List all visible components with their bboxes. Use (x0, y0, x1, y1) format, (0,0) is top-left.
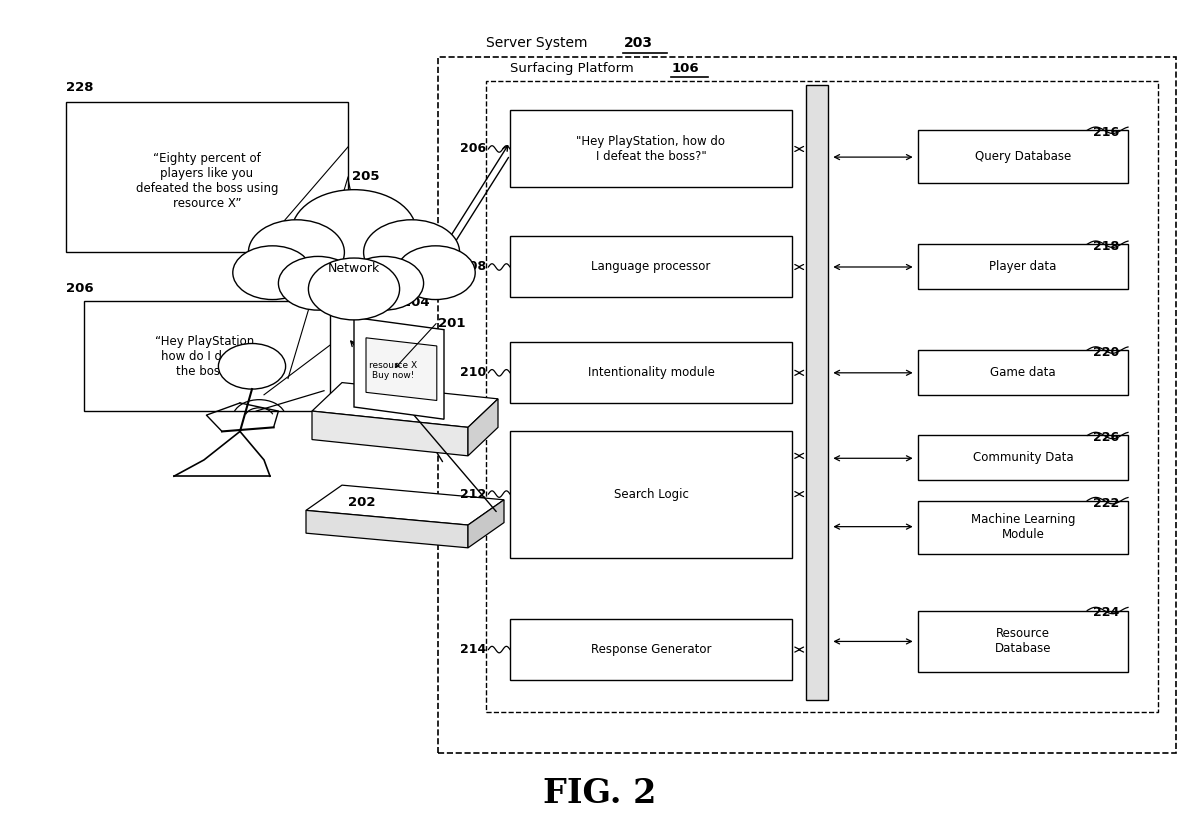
Polygon shape (306, 510, 468, 548)
Circle shape (364, 220, 460, 285)
FancyBboxPatch shape (438, 57, 1176, 753)
Text: 214: 214 (460, 643, 486, 656)
Text: Language processor: Language processor (592, 260, 710, 273)
Text: Machine Learning
Module: Machine Learning Module (971, 513, 1075, 541)
FancyBboxPatch shape (918, 501, 1128, 554)
Text: Community Data: Community Data (973, 452, 1073, 464)
Text: 212: 212 (460, 488, 486, 501)
Text: 226: 226 (1093, 431, 1120, 444)
FancyBboxPatch shape (918, 610, 1128, 672)
Text: 204: 204 (402, 296, 430, 309)
Polygon shape (306, 485, 504, 525)
Circle shape (344, 256, 424, 310)
Circle shape (396, 246, 475, 300)
Circle shape (308, 258, 400, 320)
Text: 206: 206 (66, 282, 94, 295)
Text: Surfacing Platform: Surfacing Platform (510, 62, 634, 75)
FancyBboxPatch shape (918, 244, 1128, 289)
FancyBboxPatch shape (84, 301, 330, 411)
Text: Search Logic: Search Logic (613, 488, 689, 501)
Text: Network: Network (328, 262, 380, 275)
Text: 218: 218 (1093, 240, 1120, 253)
Text: 220: 220 (1093, 346, 1120, 359)
Polygon shape (468, 399, 498, 456)
Text: “Eighty percent of
players like you
defeated the boss using
resource X”: “Eighty percent of players like you defe… (136, 152, 278, 210)
Text: FIG. 2: FIG. 2 (544, 777, 656, 810)
Text: 202: 202 (348, 496, 376, 509)
Text: Player data: Player data (989, 260, 1057, 273)
Text: Query Database: Query Database (974, 151, 1072, 163)
Text: "Hey PlayStation, how do
I defeat the boss?": "Hey PlayStation, how do I defeat the bo… (576, 134, 726, 163)
Text: 200: 200 (228, 349, 256, 362)
Polygon shape (354, 317, 444, 419)
Text: Resource
Database: Resource Database (995, 627, 1051, 655)
Text: 203: 203 (624, 37, 653, 50)
Text: 208: 208 (460, 260, 486, 274)
Polygon shape (366, 338, 437, 400)
Text: 210: 210 (460, 366, 486, 379)
Text: 206: 206 (460, 142, 486, 155)
FancyBboxPatch shape (66, 102, 348, 252)
Text: Response Generator: Response Generator (590, 643, 712, 655)
FancyBboxPatch shape (806, 85, 828, 700)
Text: 216: 216 (1093, 126, 1120, 139)
Text: resource X
Buy now!: resource X Buy now! (368, 361, 418, 380)
Text: Game data: Game data (990, 366, 1056, 379)
FancyBboxPatch shape (918, 130, 1128, 183)
Text: “Hey PlayStation,
how do I defeat
the boss?”: “Hey PlayStation, how do I defeat the bo… (156, 335, 258, 378)
FancyBboxPatch shape (510, 342, 792, 403)
Text: 205: 205 (353, 170, 379, 183)
Text: 106: 106 (672, 62, 700, 75)
Text: 228: 228 (66, 81, 94, 94)
FancyBboxPatch shape (510, 236, 792, 297)
FancyBboxPatch shape (510, 619, 792, 680)
Circle shape (233, 246, 312, 300)
Circle shape (248, 220, 344, 285)
FancyBboxPatch shape (510, 431, 792, 558)
Circle shape (218, 344, 286, 389)
Text: 224: 224 (1093, 606, 1120, 619)
Circle shape (292, 190, 416, 274)
Text: 201: 201 (438, 317, 466, 330)
FancyBboxPatch shape (918, 435, 1128, 480)
Polygon shape (312, 411, 468, 456)
Polygon shape (312, 383, 498, 427)
Text: Intentionality module: Intentionality module (588, 366, 714, 379)
Polygon shape (468, 500, 504, 548)
Text: Server System: Server System (486, 37, 588, 50)
FancyBboxPatch shape (486, 81, 1158, 712)
Circle shape (278, 256, 358, 310)
FancyBboxPatch shape (510, 110, 792, 187)
Text: 222: 222 (1093, 497, 1120, 510)
FancyBboxPatch shape (918, 350, 1128, 395)
